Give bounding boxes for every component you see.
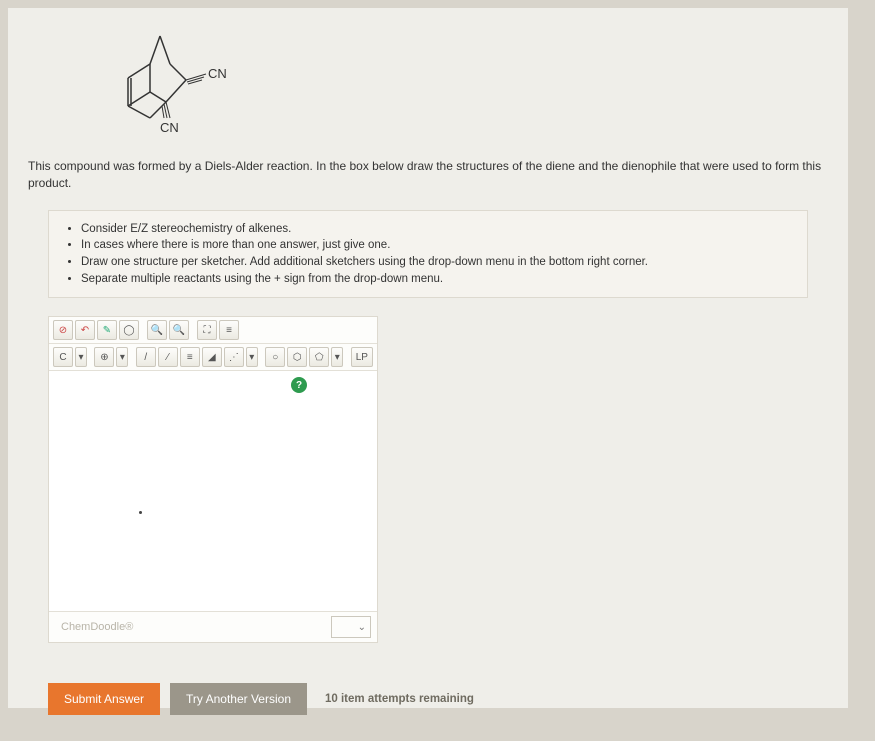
action-row: Submit Answer Try Another Version 10 ite… (48, 683, 828, 715)
ring-menu[interactable]: ▾ (331, 347, 343, 367)
dash-bond[interactable]: ⋰ (224, 347, 244, 367)
single-bond[interactable]: / (136, 347, 156, 367)
add-sketcher-dropdown[interactable]: ⌄ (331, 616, 371, 638)
cyclopentane-ring[interactable]: ⬠ (309, 347, 329, 367)
carbon-tool[interactable]: C (53, 347, 73, 367)
element-menu[interactable]: ▾ (75, 347, 87, 367)
pencil-icon[interactable]: ✎ (97, 320, 117, 340)
triple-bond[interactable]: ≡ (180, 347, 200, 367)
canvas-atom-dot[interactable] (139, 511, 142, 514)
zoom-out-icon[interactable]: 🔍 (169, 320, 189, 340)
double-bond[interactable]: ⁄ (158, 347, 178, 367)
instruction-item: Separate multiple reactants using the + … (81, 271, 793, 288)
svg-text:CN: CN (160, 120, 179, 135)
clear-icon[interactable]: ⊘ (53, 320, 73, 340)
submit-button[interactable]: Submit Answer (48, 683, 160, 715)
question-page: CN CN This compound was formed by a Diel… (8, 8, 848, 708)
wedge-bond[interactable]: ◢ (202, 347, 222, 367)
chevron-down-icon: ⌄ (358, 622, 366, 633)
attempts-remaining: 10 item attempts remaining (325, 693, 474, 705)
expand-icon[interactable]: ⛶ (197, 320, 217, 340)
zoom-in-icon[interactable]: 🔍 (147, 320, 167, 340)
format-icon[interactable]: ≡ (219, 320, 239, 340)
instruction-item: Draw one structure per sketcher. Add add… (81, 254, 793, 271)
benzene-ring[interactable]: ○ (265, 347, 285, 367)
instructions-box: Consider E/Z stereochemistry of alkenes.… (48, 210, 808, 299)
toolbar-row-2: C ▾ ⊕ ▾ / ⁄ ≡ ◢ ⋰ ▾ ○ ⬡ ⬠ ▾ (49, 344, 377, 371)
question-text: This compound was formed by a Diels-Alde… (28, 158, 828, 192)
try-another-button[interactable]: Try Another Version (170, 683, 307, 715)
undo-icon[interactable]: ↶ (75, 320, 95, 340)
chemdoodle-sketcher: ⊘ ↶ ✎ ◯ 🔍 🔍 ⛶ ≡ C ▾ ⊕ ▾ / ⁄ (48, 316, 378, 643)
sketcher-footer: ChemDoodle® ⌄ (49, 611, 377, 642)
chemdoodle-brand: ChemDoodle® (55, 621, 133, 633)
product-structure: CN CN (108, 28, 828, 148)
instruction-item: Consider E/Z stereochemistry of alkenes. (81, 221, 793, 238)
help-icon[interactable]: ? (291, 377, 307, 393)
lasso-icon[interactable]: ◯ (119, 320, 139, 340)
charge-tool[interactable]: ⊕ (94, 347, 114, 367)
svg-text:CN: CN (208, 66, 227, 81)
bond-menu[interactable]: ▾ (246, 347, 258, 367)
lonepair-tool[interactable]: LP (351, 347, 373, 367)
charge-menu[interactable]: ▾ (116, 347, 128, 367)
cyclohexane-ring[interactable]: ⬡ (287, 347, 307, 367)
instruction-item: In cases where there is more than one an… (81, 237, 793, 254)
sketcher-canvas[interactable]: ? (49, 371, 377, 611)
toolbar-row-1: ⊘ ↶ ✎ ◯ 🔍 🔍 ⛶ ≡ (49, 317, 377, 344)
